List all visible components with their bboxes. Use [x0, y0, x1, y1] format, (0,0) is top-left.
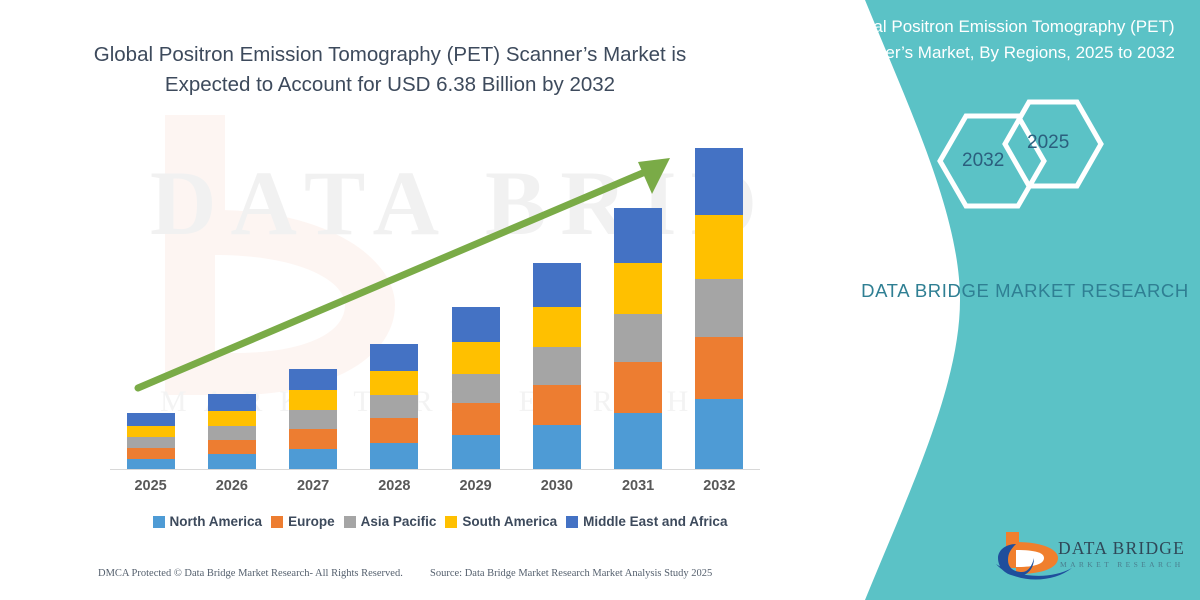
bar-segment [695, 278, 744, 337]
bar-segment [370, 442, 419, 470]
x-axis-line [110, 469, 760, 470]
x-label-2030: 2030 [540, 478, 573, 494]
bar-segment [695, 336, 744, 400]
stacked-bar-plot [110, 140, 760, 470]
hexagon-group: 2032 2025 [925, 96, 1115, 226]
bar-segment [289, 428, 338, 449]
bar-segment [370, 370, 419, 396]
chart-legend: North America Europe Asia Pacific South Ame… [110, 514, 770, 529]
x-label-2029: 2029 [459, 478, 492, 494]
legend-swatch-icon [445, 515, 458, 528]
legend-label: South America [462, 514, 558, 529]
logo-tagline: MARKET RESEARCH [1060, 560, 1184, 569]
bar-segment [370, 395, 419, 419]
bar-segment [370, 418, 419, 443]
bar-2032[interactable] [695, 148, 744, 470]
bar-segment [614, 361, 663, 413]
x-label-2027: 2027 [296, 478, 330, 494]
bar-segment [532, 384, 581, 425]
bar-2029[interactable] [451, 307, 500, 470]
hexagon-2025-icon [1002, 99, 1104, 189]
chart-title: Global Positron Emission Tomography (PET… [93, 43, 687, 97]
bar-segment [695, 148, 744, 216]
hexagon-2032-label: 2032 [962, 150, 1005, 171]
bar-segment [207, 410, 256, 426]
x-label-2026: 2026 [215, 478, 248, 494]
bar-segment [207, 425, 256, 440]
legend-item[interactable]: South America [445, 514, 557, 529]
footer-source: Source: Data Bridge Market Research Mark… [430, 568, 713, 579]
bar-2030[interactable] [532, 263, 581, 470]
x-axis-labels: 2025 2026 2027 2028 2029 2030 2031 2032 [110, 478, 760, 502]
legend-swatch-icon [152, 515, 165, 528]
legend-label: Asia Pacific [360, 514, 437, 529]
bar-segment [289, 369, 338, 391]
bar-segment [126, 425, 175, 438]
bar-segment [451, 403, 500, 435]
bar-segment [126, 447, 175, 459]
bar-segment [126, 413, 175, 426]
bar-segment [451, 434, 500, 470]
x-label-2032: 2032 [703, 478, 736, 494]
legend-item[interactable]: North America [152, 514, 263, 529]
chart-pane: Global Positron Emission Tomography (PET… [93, 43, 770, 579]
bar-2031[interactable] [614, 207, 663, 470]
bar-segment [614, 313, 663, 362]
legend-label: North America [169, 514, 263, 529]
hexagon-2025-label: 2025 [1027, 132, 1070, 153]
legend-swatch-icon [566, 515, 579, 528]
legend-label: Europe [288, 514, 335, 529]
hexagon-2032-icon [937, 113, 1047, 209]
bar-segment [451, 307, 500, 342]
bar-segment [532, 306, 581, 347]
bar-segment [370, 343, 419, 371]
legend-item[interactable]: Middle East and Africa [566, 514, 727, 529]
bar-segment [289, 448, 338, 470]
bar-2027[interactable] [289, 369, 338, 470]
x-label-2031: 2031 [621, 478, 655, 494]
bar-segment [207, 439, 256, 455]
bar-2025[interactable] [126, 413, 175, 470]
footer-copyright: DMCA Protected © Data Bridge Market Rese… [98, 568, 403, 579]
legend-swatch-icon [343, 515, 356, 528]
legend-item[interactable]: Europe [271, 514, 335, 529]
x-label-2025: 2025 [134, 478, 167, 494]
bar-segment [451, 341, 500, 374]
bar-segment [289, 390, 338, 411]
brand-name: DATA BRIDGE MARKET RESEARCH [861, 280, 1189, 301]
bar-segment [695, 399, 744, 470]
x-label-2028: 2028 [378, 478, 411, 494]
bar-segment [614, 263, 663, 314]
legend-item[interactable]: Asia Pacific [343, 514, 437, 529]
legend-label: Middle East and Africa [583, 514, 728, 529]
bar-2026[interactable] [207, 394, 256, 470]
bar-segment [695, 215, 744, 279]
data-bridge-logo-icon [996, 532, 1072, 580]
bar-segment [532, 263, 581, 307]
bar-2028[interactable] [370, 343, 419, 470]
bar-segment [207, 454, 256, 470]
bar-segment [532, 346, 581, 385]
panel-title: Global Positron Emission Tomography (PET… [837, 17, 1175, 62]
logo-name: DATA BRIDGE [1058, 538, 1186, 558]
bar-segment [532, 424, 581, 470]
bar-segment [207, 394, 256, 411]
bar-segment [289, 410, 338, 429]
bar-segment [451, 373, 500, 404]
bar-segment [614, 412, 663, 470]
bar-segment [126, 437, 175, 448]
bar-segment [614, 207, 663, 264]
bar-segment [126, 458, 175, 470]
legend-swatch-icon [271, 515, 284, 528]
